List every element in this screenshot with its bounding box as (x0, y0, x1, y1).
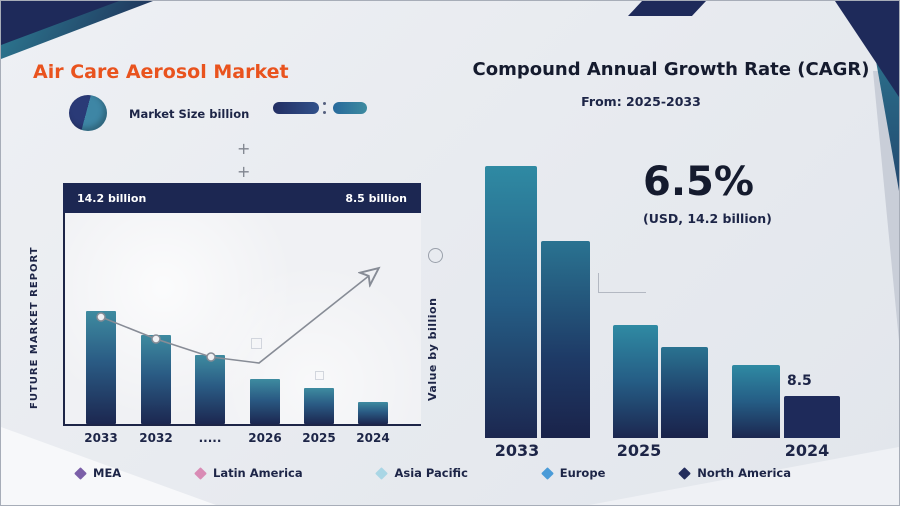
left-x-label: 2033 (84, 431, 118, 445)
left-bar-2025 (304, 388, 334, 424)
circle-decoration (428, 248, 443, 263)
ratio-dots-decoration (323, 102, 329, 114)
right-bar-3 (661, 347, 708, 438)
value-axis-label: Value by billion (426, 297, 439, 401)
x-axis-labels: 2033 2032..... 2026 2025 2024 (63, 431, 421, 447)
right-x-label: 2025 (616, 441, 662, 460)
mea-diamond-icon (74, 466, 87, 480)
legend-item-europe: Europe (540, 466, 606, 480)
x-axis-line (63, 424, 421, 426)
legend-item-north-america: North America (678, 466, 791, 480)
square-decoration (315, 371, 324, 380)
legend-label: North America (697, 466, 791, 480)
region-legend: MEA Latin America Asia Pacific Europe North … (74, 462, 791, 484)
left-x-label: ..... (198, 431, 222, 445)
chart-header-band: 14.2 billion 8.5 billion (63, 183, 421, 213)
legend-label: Europe (559, 466, 606, 480)
right-chart-title: Compound Annual Growth Rate (CAGR) (472, 59, 870, 80)
value-annotation: 8.5 (787, 373, 812, 389)
right-x-label: 2033 (494, 441, 540, 460)
y-axis-line (63, 213, 65, 426)
left-x-label: 2025 (302, 431, 336, 445)
left-chart-title: Air Care Aerosol Market (33, 61, 289, 83)
bracket-decoration (598, 273, 646, 293)
legend-item-asia-pacific: Asia Pacific (375, 466, 468, 480)
right-x-label: 2024 (784, 441, 830, 460)
slant-bar-decoration (628, 1, 706, 16)
pill-decoration-navy (273, 102, 319, 114)
plus-mark-decoration: + (237, 162, 251, 181)
pill-decoration-teal (333, 102, 367, 114)
future-market-report-watermark: FUTURE MARKET REPORT (29, 246, 40, 410)
cagr-value: 6.5% (643, 159, 754, 205)
legend-label: MEA (93, 466, 122, 480)
right-bar-4 (732, 365, 780, 438)
left-bar-..... (195, 355, 225, 424)
market-size-icon (69, 95, 107, 131)
left-bar-2026 (250, 379, 280, 424)
corner-wedge-decoration (835, 1, 899, 97)
north-america-diamond-icon (678, 466, 692, 480)
europe-diamond-icon (540, 466, 554, 480)
x-axis-labels: 2033 2025 2024 (471, 441, 866, 461)
market-size-chart: 14.2 billion 8.5 billion (63, 183, 421, 426)
asia-pacific-diamond-icon (375, 466, 389, 480)
left-bar-2024 (358, 402, 388, 424)
end-value-label: 8.5 billion (345, 191, 407, 205)
cagr-chart (471, 149, 866, 438)
plot-area (63, 213, 421, 426)
right-bar-5 (784, 396, 840, 438)
left-bar-2033 (86, 311, 116, 424)
bars-layer (63, 213, 421, 426)
cagr-period: From: 2025-2033 (581, 94, 701, 109)
plus-mark-decoration: + (237, 139, 251, 158)
latin-america-diamond-icon (194, 466, 207, 480)
left-x-label: 2032 (139, 431, 173, 445)
legend-label: Latin America (213, 466, 303, 480)
right-bar-2 (613, 325, 658, 438)
left-x-label: 2026 (248, 431, 282, 445)
left-x-label: 2024 (356, 431, 390, 445)
market-size-label: Market Size billion (129, 107, 250, 121)
start-value-label: 14.2 billion (77, 191, 147, 205)
legend-item-latin-america: Latin America (194, 466, 303, 480)
legend-label: Asia Pacific (394, 466, 468, 480)
right-bar-1 (541, 241, 590, 438)
cagr-note: (USD, 14.2 billion) (643, 211, 772, 226)
right-bar-0 (485, 166, 537, 438)
left-bar-2032 (141, 335, 171, 424)
legend-item-mea: MEA (74, 466, 122, 480)
